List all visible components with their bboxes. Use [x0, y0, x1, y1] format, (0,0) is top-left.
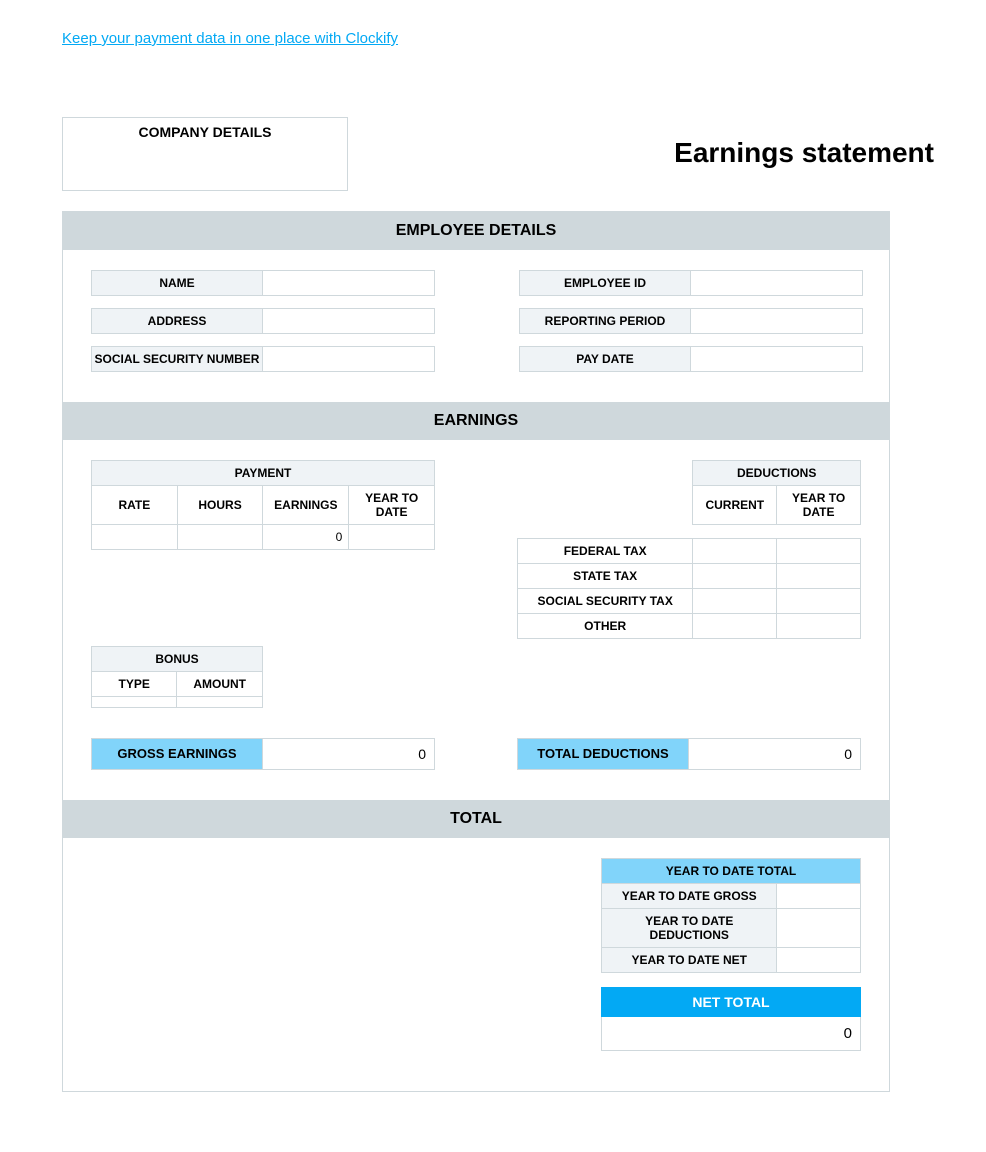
address-label: ADDRESS	[91, 308, 263, 334]
reporting-period-label: REPORTING PERIOD	[519, 308, 691, 334]
net-total-value: 0	[601, 1017, 861, 1051]
federal-tax-label: FEDERAL TAX	[518, 539, 693, 564]
payment-hours[interactable]	[177, 525, 263, 550]
payment-col-ytd: YEAR TO DATE	[349, 486, 435, 525]
ssn-label: SOCIAL SECURITY NUMBER	[91, 346, 263, 372]
ss-tax-label: SOCIAL SECURITY TAX	[518, 589, 693, 614]
payment-row: 0	[92, 525, 435, 550]
payment-earnings: 0	[263, 525, 349, 550]
total-deductions-label: TOTAL DEDUCTIONS	[517, 738, 689, 770]
state-tax-current[interactable]	[693, 564, 777, 589]
bonus-table: BONUS TYPE AMOUNT	[91, 646, 263, 708]
payment-col-rate: RATE	[92, 486, 178, 525]
company-details-box: COMPANY DETAILS	[62, 117, 348, 191]
address-value[interactable]	[263, 308, 435, 334]
other-tax-ytd[interactable]	[777, 614, 861, 639]
ytd-title: YEAR TO DATE TOTAL	[602, 859, 861, 884]
ytd-gross-label: YEAR TO DATE GROSS	[602, 884, 777, 909]
bonus-col-type: TYPE	[92, 672, 177, 697]
main-container: EMPLOYEE DETAILS NAME EMPLOYEE ID ADDRES…	[62, 211, 890, 1092]
other-tax-current[interactable]	[693, 614, 777, 639]
state-tax-label: STATE TAX	[518, 564, 693, 589]
ytd-net-value	[777, 948, 861, 973]
pay-date-value[interactable]	[691, 346, 863, 372]
name-label: NAME	[91, 270, 263, 296]
deductions-col-current: CURRENT	[693, 486, 777, 525]
deduction-row-other: OTHER	[518, 614, 861, 639]
net-total-label: NET TOTAL	[601, 987, 861, 1017]
federal-tax-current[interactable]	[693, 539, 777, 564]
ssn-value[interactable]	[263, 346, 435, 372]
page-title: Earnings statement	[348, 117, 936, 169]
employee-id-label: EMPLOYEE ID	[519, 270, 691, 296]
total-section-header: TOTAL	[63, 800, 889, 838]
total-deductions-value: 0	[689, 738, 861, 770]
pay-date-label: PAY DATE	[519, 346, 691, 372]
bonus-row	[92, 697, 263, 708]
payment-rate[interactable]	[92, 525, 178, 550]
payment-table: PAYMENT RATE HOURS EARNINGS YEAR TO DATE…	[91, 460, 435, 550]
payment-ytd[interactable]	[349, 525, 435, 550]
deductions-table: DEDUCTIONS CURRENT YEAR TO DATE FEDERAL …	[517, 460, 861, 639]
employee-section-header: EMPLOYEE DETAILS	[63, 212, 889, 250]
gross-earnings-label: GROSS EARNINGS	[91, 738, 263, 770]
bonus-title: BONUS	[92, 647, 263, 672]
ss-tax-current[interactable]	[693, 589, 777, 614]
other-tax-label: OTHER	[518, 614, 693, 639]
gross-earnings-value: 0	[263, 738, 435, 770]
payment-title: PAYMENT	[92, 461, 435, 486]
bonus-col-amount: AMOUNT	[177, 672, 263, 697]
employee-id-value[interactable]	[691, 270, 863, 296]
deduction-row-federal: FEDERAL TAX	[518, 539, 861, 564]
deduction-row-ss: SOCIAL SECURITY TAX	[518, 589, 861, 614]
ytd-row-gross: YEAR TO DATE GROSS	[602, 884, 861, 909]
ytd-row-deductions: YEAR TO DATE DEDUCTIONS	[602, 909, 861, 948]
ytd-table: YEAR TO DATE TOTAL YEAR TO DATE GROSS YE…	[601, 858, 861, 973]
ytd-net-label: YEAR TO DATE NET	[602, 948, 777, 973]
federal-tax-ytd[interactable]	[777, 539, 861, 564]
ytd-deductions-value	[777, 909, 861, 948]
deductions-col-ytd: YEAR TO DATE	[777, 486, 861, 525]
payment-col-hours: HOURS	[177, 486, 263, 525]
deduction-row-state: STATE TAX	[518, 564, 861, 589]
promo-link[interactable]: Keep your payment data in one place with…	[62, 30, 398, 47]
ytd-gross-value	[777, 884, 861, 909]
reporting-period-value[interactable]	[691, 308, 863, 334]
deductions-title: DEDUCTIONS	[693, 461, 861, 486]
ytd-deductions-label: YEAR TO DATE DEDUCTIONS	[602, 909, 777, 948]
bonus-amount[interactable]	[177, 697, 263, 708]
ytd-row-net: YEAR TO DATE NET	[602, 948, 861, 973]
earnings-section-header: EARNINGS	[63, 402, 889, 440]
bonus-type[interactable]	[92, 697, 177, 708]
state-tax-ytd[interactable]	[777, 564, 861, 589]
name-value[interactable]	[263, 270, 435, 296]
payment-col-earnings: EARNINGS	[263, 486, 349, 525]
net-total-box: NET TOTAL 0	[601, 987, 861, 1051]
ss-tax-ytd[interactable]	[777, 589, 861, 614]
